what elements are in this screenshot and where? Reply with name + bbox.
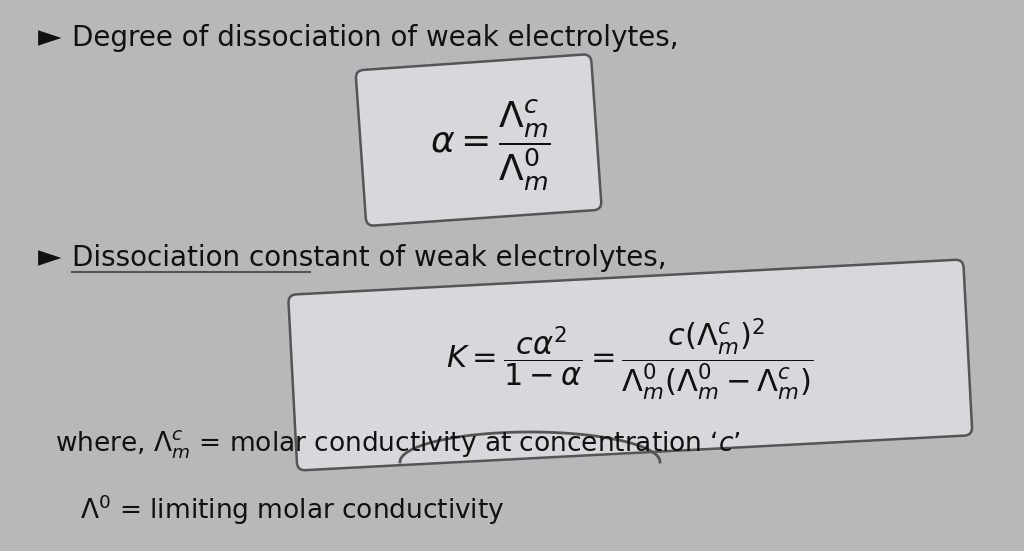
Text: $\Lambda^0$ = limiting molar conductivity: $\Lambda^0$ = limiting molar conductivit…: [80, 493, 505, 527]
Text: ►: ►: [38, 24, 61, 52]
Text: $K = \dfrac{c\alpha^2}{1-\alpha} = \dfrac{c(\Lambda_m^c)^2}{\Lambda_m^0(\Lambda_: $K = \dfrac{c\alpha^2}{1-\alpha} = \dfra…: [446, 317, 814, 403]
Text: ►: ►: [38, 244, 61, 273]
FancyBboxPatch shape: [356, 55, 601, 225]
Text: where, $\Lambda_m^c$ = molar conductivity at concentration ‘$c$’: where, $\Lambda_m^c$ = molar conductivit…: [55, 429, 741, 461]
Text: Degree of dissociation of weak electrolytes,: Degree of dissociation of weak electroly…: [72, 24, 679, 52]
Text: $\alpha = \dfrac{\Lambda_m^c}{\Lambda_m^0}$: $\alpha = \dfrac{\Lambda_m^c}{\Lambda_m^…: [430, 98, 551, 193]
Text: Dissociation constant of weak electrolytes,: Dissociation constant of weak electrolyt…: [72, 244, 667, 272]
FancyBboxPatch shape: [289, 260, 972, 470]
